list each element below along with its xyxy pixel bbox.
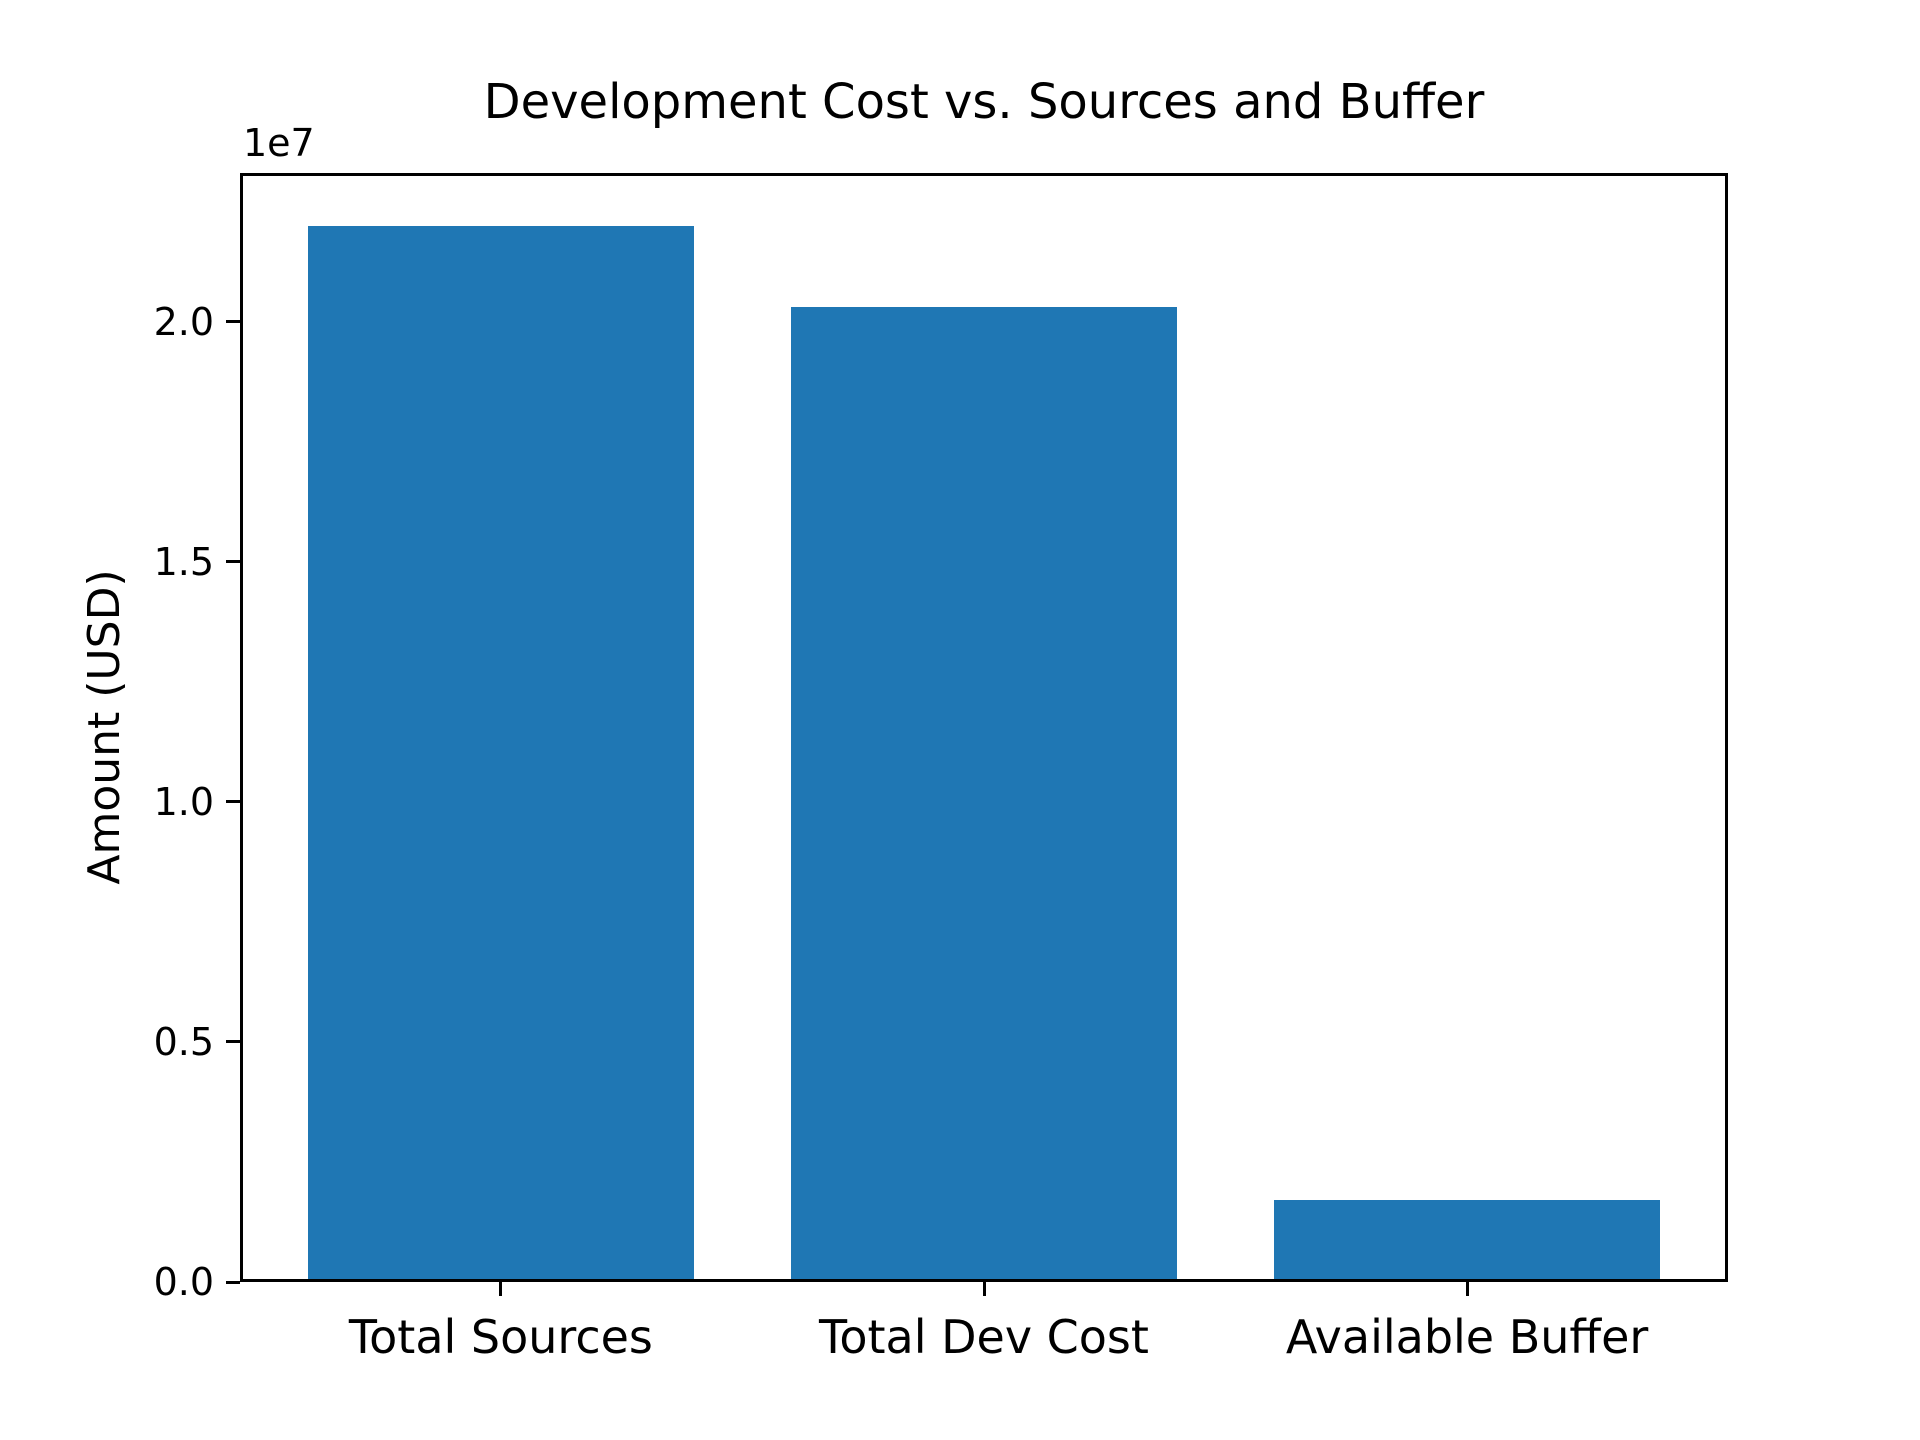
chart-title: Development Cost vs. Sources and Buffer — [483, 74, 1485, 130]
y-tick-label: 2.0 — [153, 299, 214, 344]
y-tick-mark — [226, 800, 240, 804]
y-tick-label: 1.0 — [153, 779, 214, 824]
y-tick-mark — [226, 320, 240, 324]
x-tick-mark — [982, 1282, 986, 1296]
x-tick-label-total-dev-cost: Total Dev Cost — [819, 1310, 1149, 1364]
y-tick-label: 0.5 — [153, 1019, 214, 1064]
plot-area — [240, 173, 1728, 1282]
bar-total-dev-cost — [790, 307, 1178, 1282]
x-tick-mark — [499, 1282, 503, 1296]
bar-available-buffer — [1273, 1200, 1661, 1282]
y-tick-mark — [226, 1040, 240, 1044]
y-axis-offset-multiplier-label: 1e7 — [243, 121, 315, 165]
y-axis-label: Amount (USD) — [79, 569, 130, 885]
x-tick-mark — [1465, 1282, 1469, 1296]
y-tick-label: 1.5 — [153, 539, 214, 584]
y-tick-label: 0.0 — [153, 1260, 214, 1304]
x-tick-label-total-sources: Total Sources — [348, 1310, 653, 1364]
y-tick-mark — [226, 560, 240, 564]
x-tick-label-available-buffer: Available Buffer — [1285, 1310, 1649, 1364]
bar-total-sources — [307, 225, 695, 1282]
y-tick-mark — [226, 1280, 240, 1284]
